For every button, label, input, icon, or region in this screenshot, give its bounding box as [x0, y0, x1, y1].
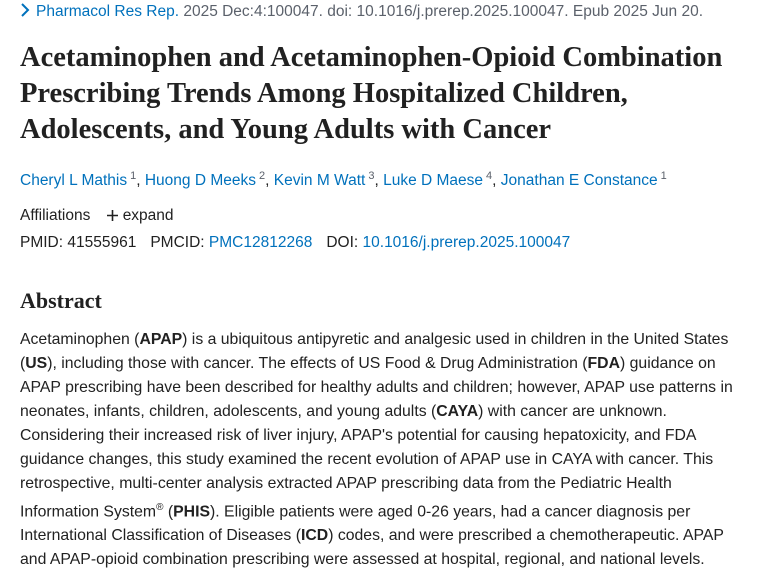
abbreviation: US — [25, 355, 48, 372]
chevron-icon — [21, 3, 30, 17]
abstract-segment: Acetaminophen ( — [20, 331, 140, 348]
identifier-label: DOI: — [326, 234, 359, 251]
identifier-value: 41555961 — [67, 234, 137, 251]
abstract-segment: ), including those with cancer. The effe… — [47, 355, 588, 372]
author-separator: , — [492, 172, 501, 190]
citation: Pharmacol Res Rep. 2025 Dec:4:100047. do… — [20, 3, 703, 21]
abstract-segment: ( — [163, 503, 174, 521]
identifier-value[interactable]: PMC12812268 — [208, 234, 313, 251]
identifier: PMID: 41555961 — [20, 234, 136, 251]
abstract-segment: ). Eligible patients were aged 0-26 year… — [20, 503, 691, 545]
abbreviation: APAP — [139, 331, 183, 348]
abbreviation: FDA — [587, 355, 620, 372]
affiliation-number[interactable]: 4 — [486, 170, 493, 182]
abstract-text: Acetaminophen (APAP) is a ubiquitous ant… — [20, 328, 742, 570]
abstract-segment: ) with cancer are unknown. Considering t… — [20, 403, 714, 521]
affiliation-number[interactable]: 2 — [259, 170, 266, 182]
abstract-segment: ) guidance on APAP prescribing have been… — [20, 355, 733, 420]
identifiers: PMID: 41555961 PMCID: PMC12812268 DOI: 10.… — [20, 234, 584, 252]
plus-icon — [106, 210, 118, 221]
author-name[interactable]: Kevin M Watt — [273, 172, 366, 190]
expand-label[interactable]: expand — [122, 207, 174, 224]
affiliation-number[interactable]: 1 — [130, 170, 137, 182]
article-title: Acetaminophen and Acetaminophen-Opioid C… — [20, 42, 723, 145]
expand-toggle[interactable]: expand — [106, 207, 174, 224]
affiliation-number[interactable]: 1 — [660, 170, 667, 182]
citation-details: 2025 Dec:4:100047. doi: 10.1016/j.prerep… — [183, 3, 704, 20]
affiliations: Affiliations expand — [20, 207, 174, 225]
author-name[interactable]: Huong D Meeks — [144, 172, 256, 190]
abstract-segment: ) codes, and were prescribed a chemother… — [20, 527, 724, 569]
journal-link[interactable]: Pharmacol Res Rep. — [36, 3, 180, 20]
abstract-segment: ) is a ubiquitous antipyretic and analge… — [20, 331, 729, 372]
identifier: DOI: 10.1016/j.prerep.2025.100047 — [326, 234, 570, 251]
author-separator: , — [136, 172, 145, 190]
affiliations-label: Affiliations — [20, 207, 91, 224]
affiliation-number[interactable]: 3 — [368, 170, 375, 182]
identifier-label: PMID: — [20, 234, 64, 251]
author-name[interactable]: Luke D Maese — [383, 172, 484, 190]
abbreviation: PHIS — [173, 503, 210, 521]
identifier-value[interactable]: 10.1016/j.prerep.2025.100047 — [362, 234, 571, 251]
superscript: ® — [156, 502, 164, 513]
author-name[interactable]: Jonathan E Constance — [500, 172, 658, 190]
abbreviation: CAYA — [436, 403, 479, 420]
abstract-heading: Abstract — [20, 288, 102, 313]
author-name[interactable]: Cheryl L Mathis — [20, 172, 128, 190]
author-list: Cheryl L Mathis 1, Huong D Meeks 2, Kevin … — [20, 170, 667, 190]
author-separator: , — [374, 172, 384, 190]
abbreviation: ICD — [300, 527, 329, 545]
identifier-label: PMCID: — [150, 234, 205, 251]
identifier: PMCID: PMC12812268 — [150, 234, 312, 251]
author-separator: , — [265, 172, 274, 190]
